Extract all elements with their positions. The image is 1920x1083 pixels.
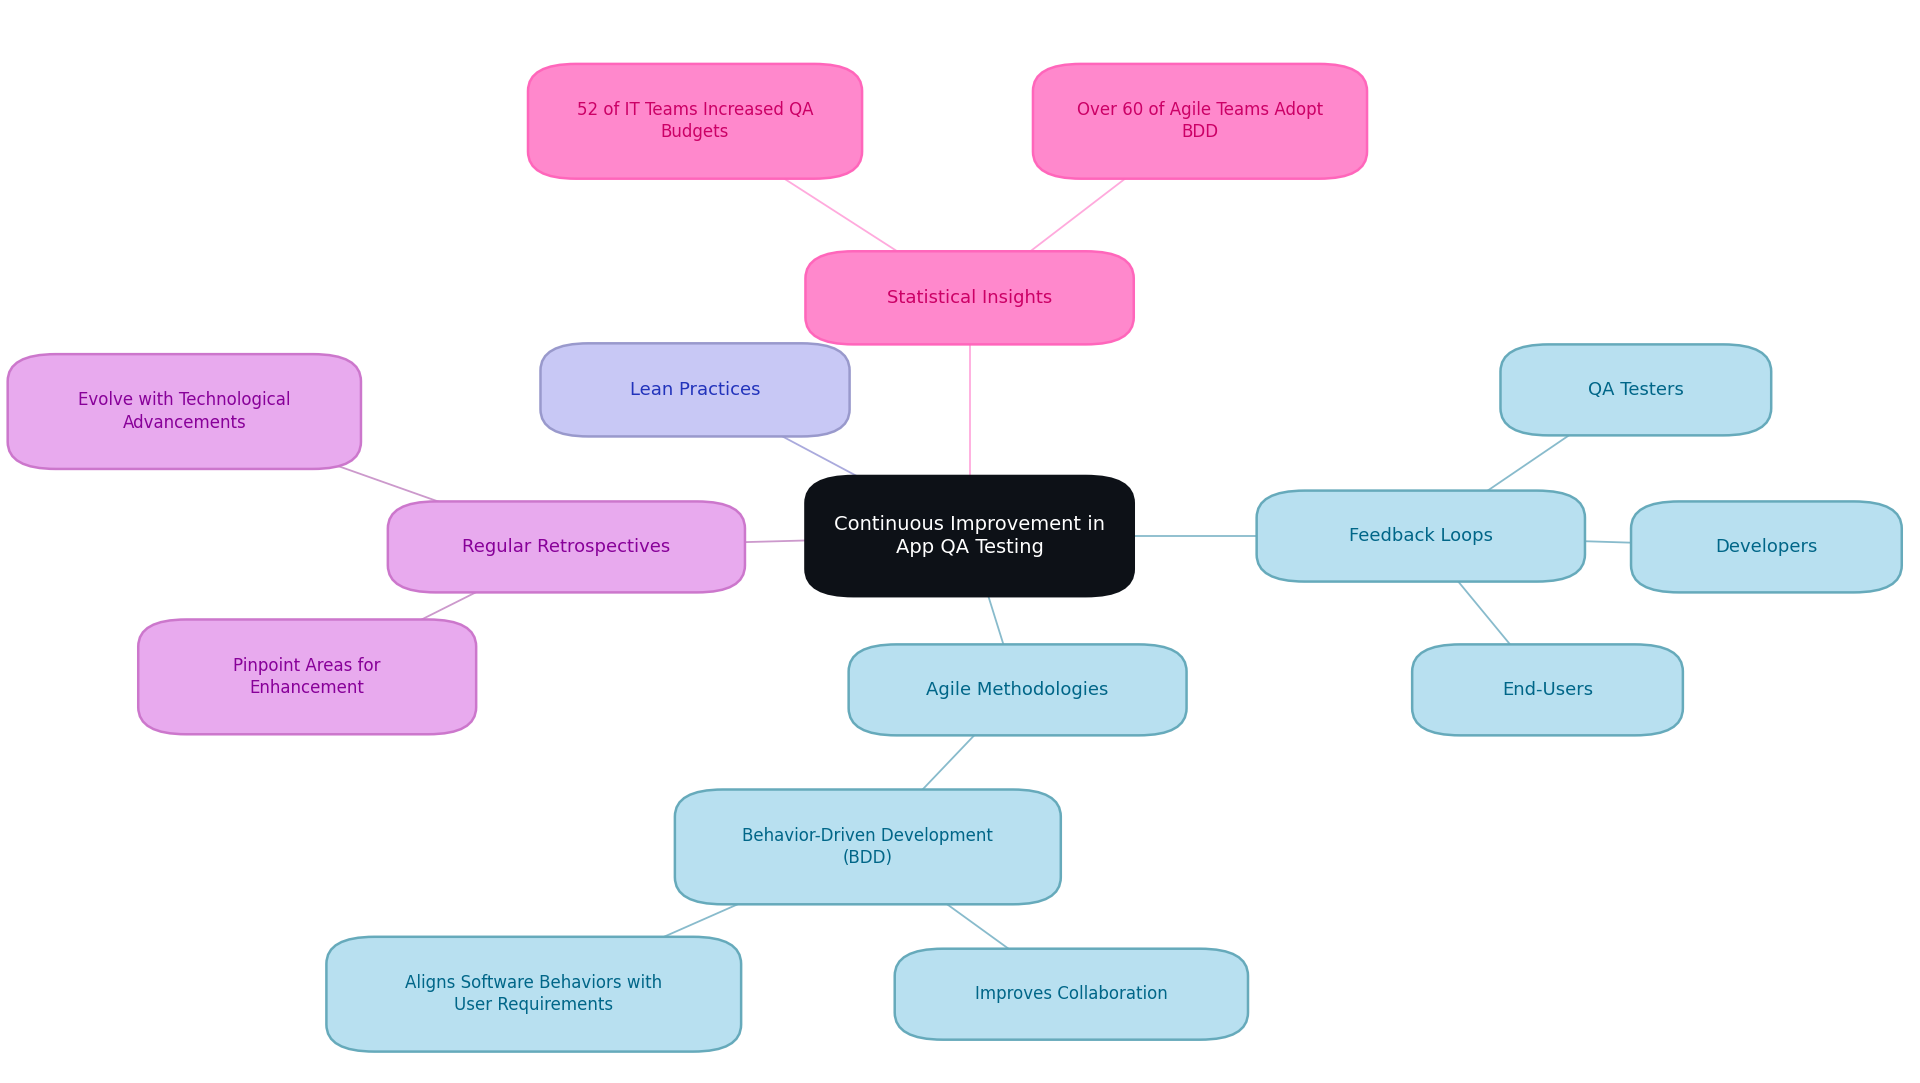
FancyBboxPatch shape — [541, 343, 849, 436]
FancyBboxPatch shape — [1256, 491, 1584, 582]
FancyBboxPatch shape — [528, 64, 862, 179]
FancyBboxPatch shape — [849, 644, 1187, 735]
Text: End-Users: End-Users — [1501, 681, 1594, 699]
FancyBboxPatch shape — [388, 501, 745, 592]
Text: Developers: Developers — [1715, 538, 1818, 556]
Text: Improves Collaboration: Improves Collaboration — [975, 986, 1167, 1003]
FancyBboxPatch shape — [676, 790, 1060, 904]
FancyBboxPatch shape — [138, 619, 476, 734]
Text: 52 of IT Teams Increased QA
Budgets: 52 of IT Teams Increased QA Budgets — [576, 101, 814, 142]
Text: QA Testers: QA Testers — [1588, 381, 1684, 399]
FancyBboxPatch shape — [1413, 644, 1682, 735]
Text: Over 60 of Agile Teams Adopt
BDD: Over 60 of Agile Teams Adopt BDD — [1077, 101, 1323, 142]
Text: Continuous Improvement in
App QA Testing: Continuous Improvement in App QA Testing — [833, 514, 1106, 558]
FancyBboxPatch shape — [806, 477, 1133, 596]
Text: Lean Practices: Lean Practices — [630, 381, 760, 399]
FancyBboxPatch shape — [1033, 64, 1367, 179]
Text: Feedback Loops: Feedback Loops — [1348, 527, 1494, 545]
Text: Aligns Software Behaviors with
User Requirements: Aligns Software Behaviors with User Requ… — [405, 974, 662, 1015]
FancyBboxPatch shape — [326, 937, 741, 1052]
FancyBboxPatch shape — [895, 949, 1248, 1040]
Text: Pinpoint Areas for
Enhancement: Pinpoint Areas for Enhancement — [234, 656, 380, 697]
Text: Agile Methodologies: Agile Methodologies — [927, 681, 1108, 699]
Text: Statistical Insights: Statistical Insights — [887, 289, 1052, 306]
FancyBboxPatch shape — [1501, 344, 1770, 435]
Text: Behavior-Driven Development
(BDD): Behavior-Driven Development (BDD) — [743, 826, 993, 867]
FancyBboxPatch shape — [8, 354, 361, 469]
FancyBboxPatch shape — [806, 251, 1133, 344]
Text: Evolve with Technological
Advancements: Evolve with Technological Advancements — [79, 391, 290, 432]
Text: Regular Retrospectives: Regular Retrospectives — [463, 538, 670, 556]
FancyBboxPatch shape — [1630, 501, 1901, 592]
